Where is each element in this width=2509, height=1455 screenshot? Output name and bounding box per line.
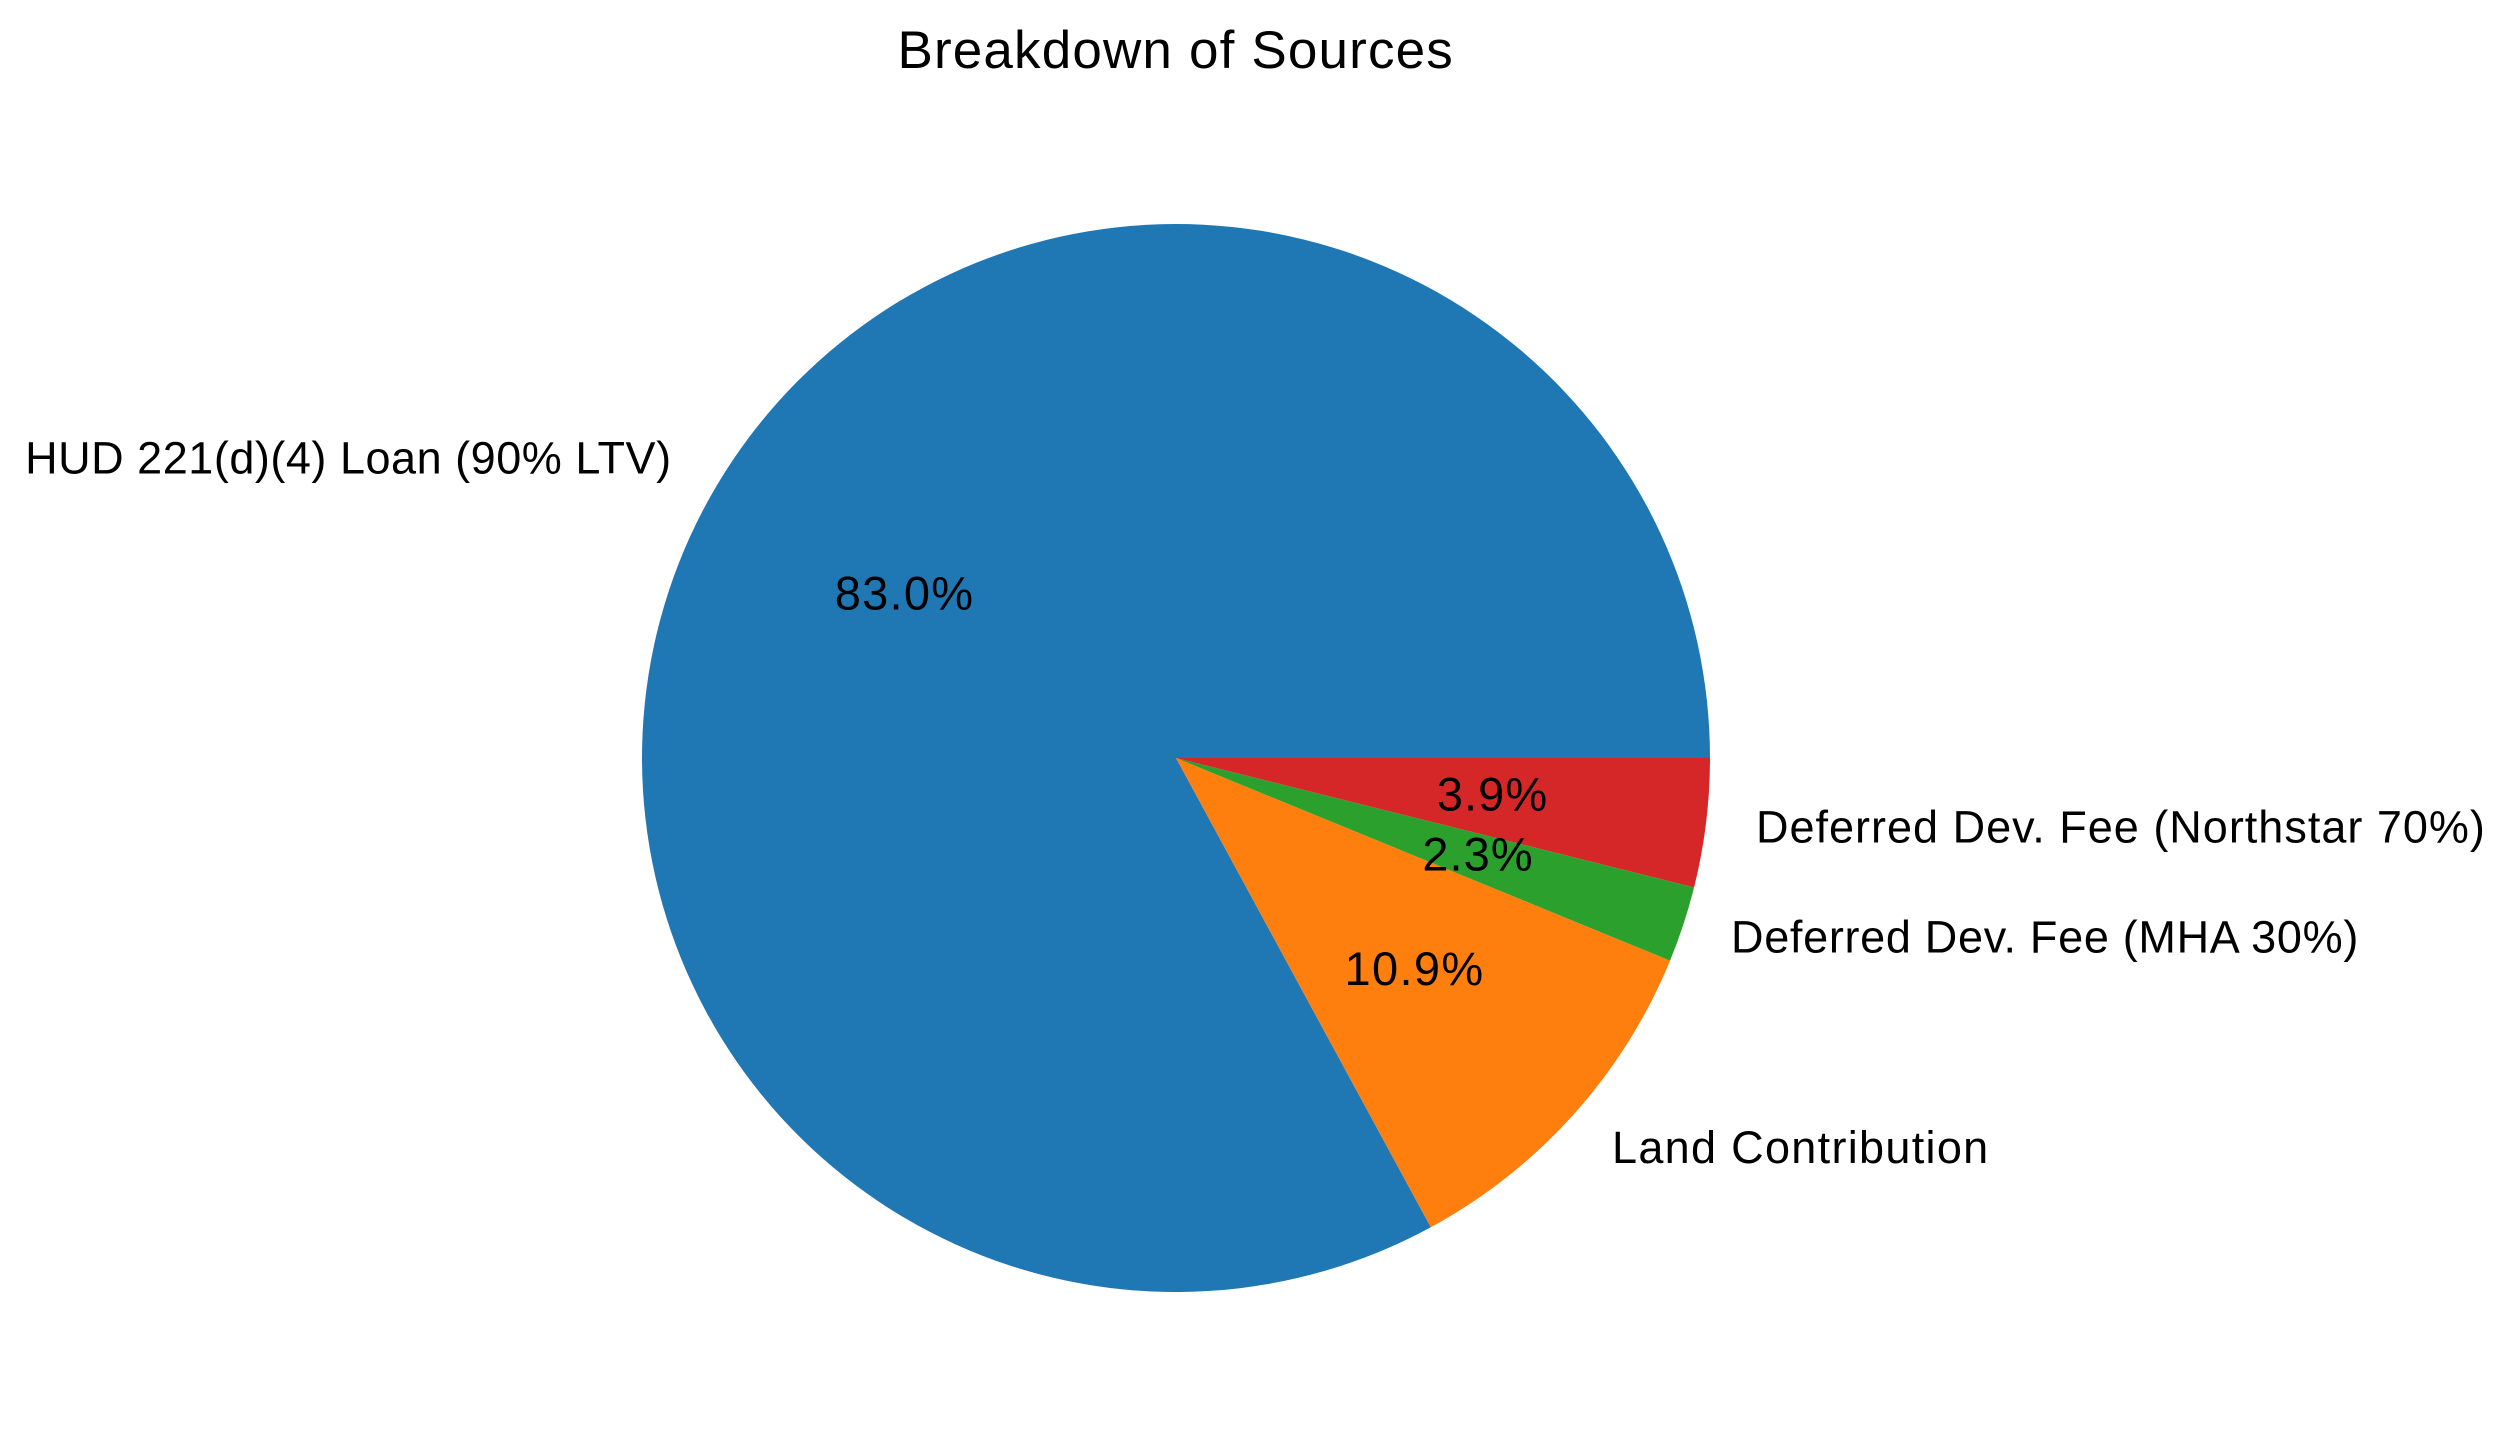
svg-text:2.3%: 2.3%: [1422, 828, 1533, 881]
svg-text:Deferred Dev. Fee (Northstar 7: Deferred Dev. Fee (Northstar 70%): [1756, 801, 2486, 852]
svg-text:83.0%: 83.0%: [835, 567, 975, 620]
svg-text:Breakdown of Sources: Breakdown of Sources: [897, 21, 1453, 80]
svg-text:Deferred Dev. Fee (MHA 30%): Deferred Dev. Fee (MHA 30%): [1731, 912, 2359, 963]
svg-text:HUD 221(d)(4) Loan (90% LTV): HUD 221(d)(4) Loan (90% LTV): [25, 432, 671, 483]
svg-text:3.9%: 3.9%: [1437, 768, 1548, 821]
svg-text:Land Contribution: Land Contribution: [1612, 1122, 1990, 1173]
svg-text:10.9%: 10.9%: [1344, 942, 1484, 995]
